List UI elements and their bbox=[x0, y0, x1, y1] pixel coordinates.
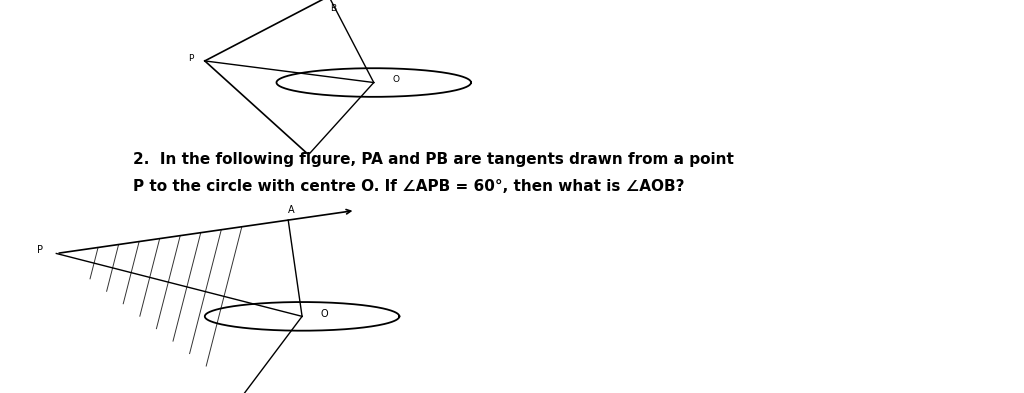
Text: P: P bbox=[37, 244, 43, 255]
Text: B: B bbox=[330, 4, 336, 13]
Text: P: P bbox=[187, 55, 194, 63]
Text: O: O bbox=[393, 75, 399, 84]
Text: O: O bbox=[321, 309, 329, 320]
Text: P to the circle with centre O. If ∠APB = 60°, then what is ∠AOB?: P to the circle with centre O. If ∠APB =… bbox=[133, 179, 685, 194]
Text: A: A bbox=[288, 205, 295, 215]
Text: 2.  In the following figure, PA and PB are tangents drawn from a point: 2. In the following figure, PA and PB ar… bbox=[133, 152, 734, 167]
